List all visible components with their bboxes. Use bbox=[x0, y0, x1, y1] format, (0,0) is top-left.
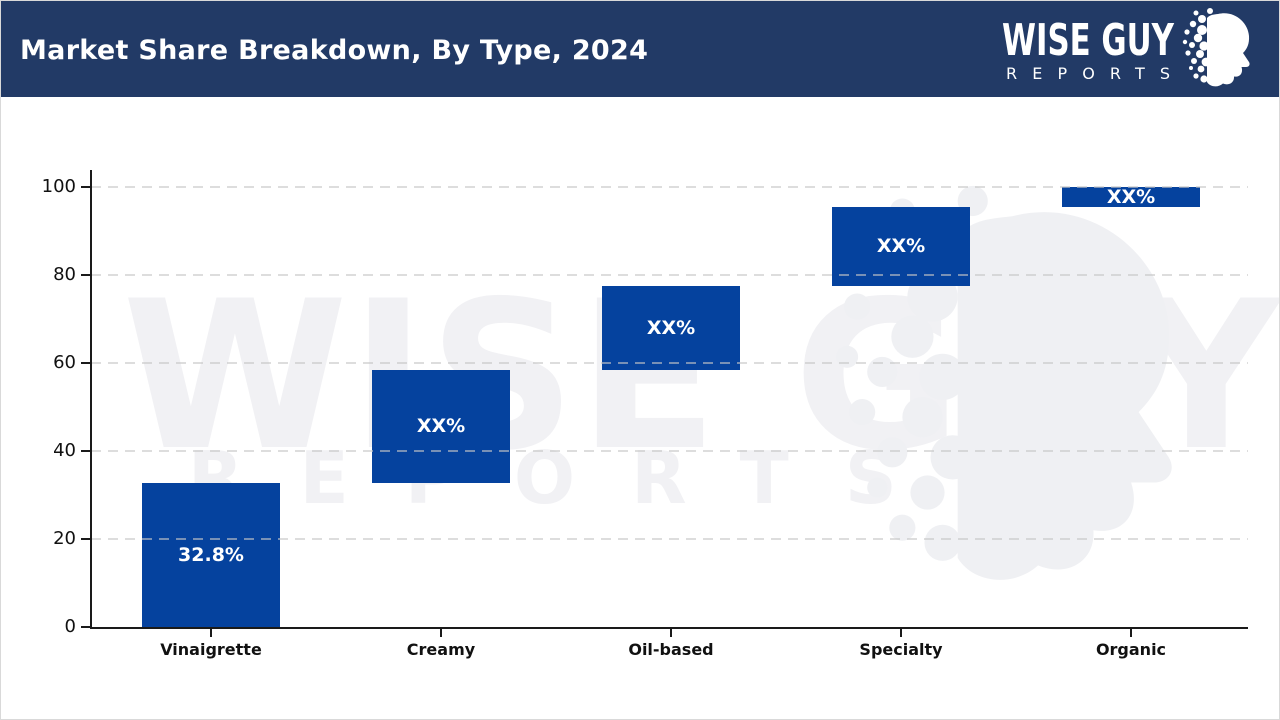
gridline bbox=[91, 186, 1248, 188]
bar-value-label: XX% bbox=[1106, 185, 1156, 208]
logo-graphic: WISE GUY REPORTS bbox=[1002, 7, 1250, 86]
x-category-label: Oil-based bbox=[628, 640, 714, 659]
y-tick-label: 100 bbox=[41, 176, 76, 197]
y-axis-tick bbox=[81, 538, 90, 540]
x-axis-tick bbox=[210, 629, 212, 637]
y-axis-tick bbox=[81, 186, 90, 188]
y-axis-tick bbox=[81, 450, 90, 452]
bar-creamy bbox=[372, 370, 510, 483]
gridline bbox=[91, 538, 1248, 540]
header-bar: Market Share Breakdown, By Type, 2024 WI… bbox=[0, 0, 1280, 97]
wise-guy-logo: WISE GUY REPORTS bbox=[1000, 7, 1262, 91]
y-tick-label: 80 bbox=[53, 264, 76, 285]
bar-vinaigrette bbox=[142, 482, 280, 627]
bar-value-label: 32.8% bbox=[178, 543, 244, 566]
dotted-head-icon bbox=[1182, 7, 1250, 86]
x-axis-tick bbox=[440, 629, 442, 637]
gridline bbox=[91, 450, 1248, 452]
logo-wordmark: WISE GUY bbox=[1002, 15, 1175, 66]
bar-value-label: XX% bbox=[646, 317, 696, 340]
x-category-label: Specialty bbox=[859, 640, 943, 659]
y-tick-label: 60 bbox=[53, 352, 76, 373]
x-axis-tick bbox=[1130, 629, 1132, 637]
gridline bbox=[91, 274, 1248, 276]
y-axis-tick bbox=[81, 626, 90, 628]
logo-subtitle: REPORTS bbox=[1006, 64, 1170, 83]
x-category-label: Vinaigrette bbox=[160, 640, 262, 659]
chart-title: Market Share Breakdown, By Type, 2024 bbox=[20, 35, 649, 66]
bar-value-label: XX% bbox=[416, 415, 466, 438]
x-axis-line bbox=[90, 627, 1248, 629]
gridline bbox=[91, 362, 1248, 364]
y-tick-label: 0 bbox=[64, 616, 76, 637]
bar-specialty bbox=[832, 206, 970, 286]
y-tick-label: 40 bbox=[53, 440, 76, 461]
x-category-label: Creamy bbox=[406, 640, 476, 659]
x-category-label: Organic bbox=[1095, 640, 1167, 659]
bar-value-label: XX% bbox=[876, 235, 926, 258]
bar-oil-based bbox=[602, 286, 740, 371]
y-axis-line bbox=[90, 170, 92, 629]
y-axis-tick bbox=[81, 362, 90, 364]
y-tick-label: 20 bbox=[53, 528, 76, 549]
y-axis-tick bbox=[81, 274, 90, 276]
x-axis-tick bbox=[900, 629, 902, 637]
x-axis-tick bbox=[670, 629, 672, 637]
bar-organic bbox=[1062, 187, 1200, 207]
